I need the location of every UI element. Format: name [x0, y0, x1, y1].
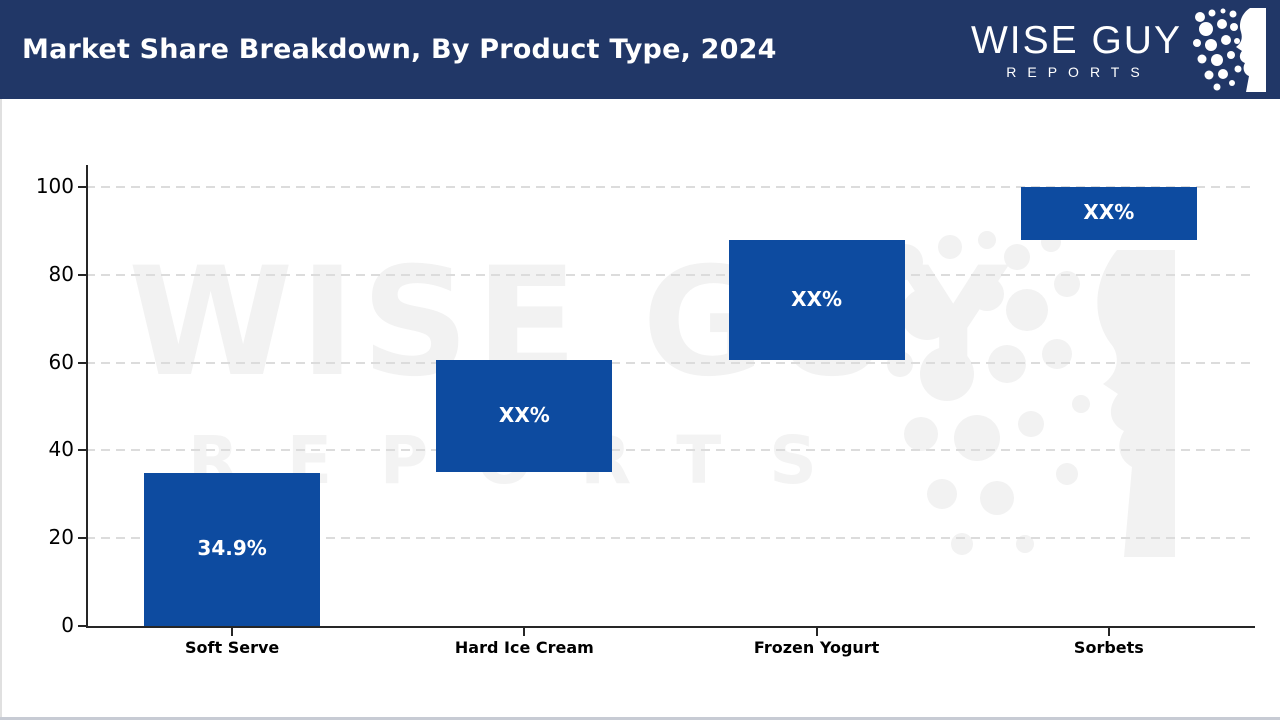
y-axis-tick: [78, 625, 86, 627]
x-axis-tick: [815, 628, 818, 636]
y-axis-tick-label: 20: [48, 525, 74, 550]
x-axis-tick-label: Frozen Yogurt: [753, 638, 880, 657]
gridline: [86, 449, 1255, 452]
y-axis-tick-label: 100: [35, 174, 74, 198]
gridline: [86, 273, 1255, 276]
x-axis-line: [86, 626, 1255, 628]
bar: [436, 360, 613, 473]
bar: [144, 472, 321, 626]
page-title: Market Share Breakdown, By Product Type,…: [22, 34, 777, 65]
logo-text: WISE GUY REPORTS: [971, 21, 1182, 79]
y-axis-line: [86, 165, 88, 628]
left-edge-line: [0, 99, 2, 720]
logo-subtext: REPORTS: [1006, 63, 1151, 80]
y-axis-tick-label: 0: [61, 613, 74, 637]
y-axis-tick: [78, 449, 86, 452]
logo-head-icon: [1193, 7, 1266, 92]
gridline: [86, 186, 1255, 188]
x-axis-tick: [523, 628, 526, 636]
x-axis-tick: [231, 628, 234, 636]
bar-value-label: XX%: [1083, 200, 1135, 225]
gridline: [86, 361, 1255, 364]
watermark-head-icon: [887, 231, 1175, 557]
y-axis-tick-label: 80: [48, 261, 74, 286]
bar-value-label: XX%: [791, 287, 843, 312]
bar-value-label: XX%: [498, 403, 550, 428]
x-axis-tick-label: Sorbets: [1073, 638, 1144, 657]
bar-value-label: 34.9%: [197, 536, 267, 561]
logo: WISE GUY REPORTS: [971, 7, 1266, 93]
y-axis-tick: [78, 537, 86, 540]
x-axis-tick-label: Hard Ice Cream: [454, 638, 594, 657]
header: Market Share Breakdown, By Product Type,…: [0, 0, 1280, 99]
bar: [728, 239, 905, 361]
x-axis-tick: [1107, 628, 1110, 636]
y-axis-tick-label: 40: [48, 437, 74, 462]
y-axis-tick-label: 60: [48, 349, 74, 374]
gridline: [86, 537, 1255, 540]
bottom-edge-line: [0, 717, 1280, 720]
y-axis-tick: [78, 361, 86, 364]
bar: [1020, 187, 1197, 240]
x-axis-tick-label: Soft Serve: [185, 638, 280, 657]
logo-wordmark: WISE GUY: [970, 18, 1182, 62]
y-axis-tick: [78, 273, 86, 276]
y-axis-tick: [78, 186, 86, 188]
